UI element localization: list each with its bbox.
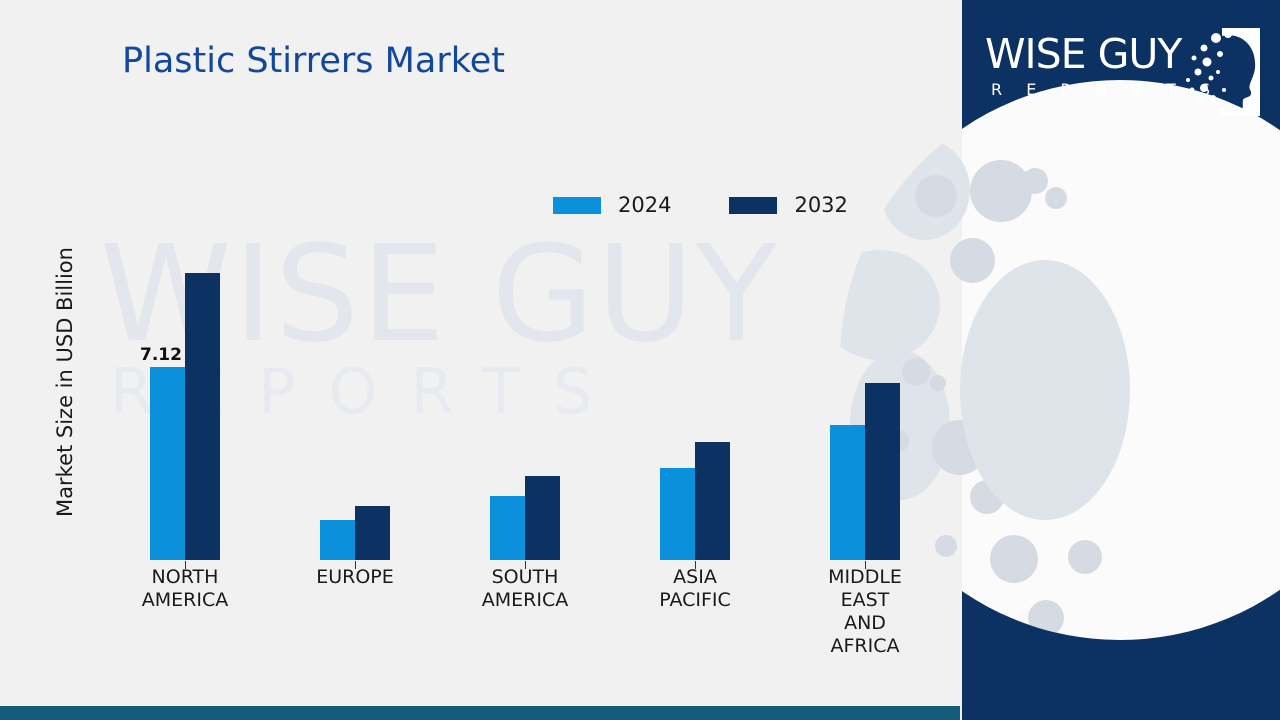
legend-swatch-2024 (553, 196, 601, 214)
bar-2024-0 (150, 367, 185, 560)
bar-value-label: 7.12 (140, 345, 182, 365)
legend-label-2024: 2024 (618, 193, 672, 217)
x-axis-tick-1 (355, 561, 356, 569)
logo-wordmark: WISE GUY (985, 30, 1182, 78)
x-axis-label-line: SOUTH (491, 566, 559, 588)
plot-area: NORTH AMERICA 7.12 EUROPE SOUTH AMERICA ASIA PA… (110, 273, 940, 658)
bar-2032-0 (185, 273, 220, 560)
x-axis-tick-0 (185, 561, 186, 569)
x-axis-label-line: AFRICA (830, 635, 900, 657)
x-axis-label-0: NORTH AMERICA (110, 566, 260, 612)
x-axis-label-line: MIDDLE (828, 566, 902, 588)
x-axis-label-3: ASIA PACIFIC (620, 566, 770, 612)
x-axis-tick-2 (525, 561, 526, 569)
bar-2024-3 (660, 468, 695, 560)
legend-label-2032: 2032 (794, 193, 848, 217)
x-axis-label-line: EUROPE (316, 566, 394, 588)
x-axis-label-4: MIDDLE EAST AND AFRICA (790, 566, 940, 658)
bar-2024-4 (830, 425, 865, 560)
x-axis-label-line: ASIA (673, 566, 717, 588)
chart-legend: 2024 2032 (553, 193, 848, 217)
x-axis-label-line: EAST (840, 589, 890, 611)
x-axis-label-line: AND (844, 612, 886, 634)
x-axis-label-2: SOUTH AMERICA (450, 566, 600, 612)
bar-chart: Market Size in USD Billion 2024 2032 NOR… (53, 193, 940, 658)
bar-2032-3 (695, 442, 730, 560)
x-axis-label-line: AMERICA (141, 589, 229, 611)
legend-item-2024[interactable]: 2024 (553, 193, 671, 217)
bar-2024-1 (320, 520, 355, 560)
page-title: Plastic Stirrers Market (122, 41, 505, 81)
bar-2032-2 (525, 476, 560, 560)
footer-strip (0, 706, 960, 720)
legend-item-2032[interactable]: 2032 (729, 193, 848, 217)
x-axis-label-line: NORTH (151, 566, 219, 588)
bar-2032-1 (355, 506, 390, 560)
x-axis-label-line: PACIFIC (659, 589, 731, 611)
x-axis-tick-4 (865, 561, 866, 569)
content-background (0, 0, 962, 720)
bar-2032-4 (865, 383, 900, 560)
bar-2024-2 (490, 496, 525, 560)
logo-head-dots-icon (1180, 28, 1260, 116)
wiseguy-logo[interactable]: WISE GUY R E P O R T S (985, 28, 1260, 116)
logo-subtitle: R E P O R T S (991, 80, 1220, 99)
legend-swatch-2032 (729, 196, 778, 214)
x-axis-tick-3 (695, 561, 696, 569)
x-axis-label-1: EUROPE (280, 566, 430, 589)
x-axis-label-line: AMERICA (481, 589, 569, 611)
